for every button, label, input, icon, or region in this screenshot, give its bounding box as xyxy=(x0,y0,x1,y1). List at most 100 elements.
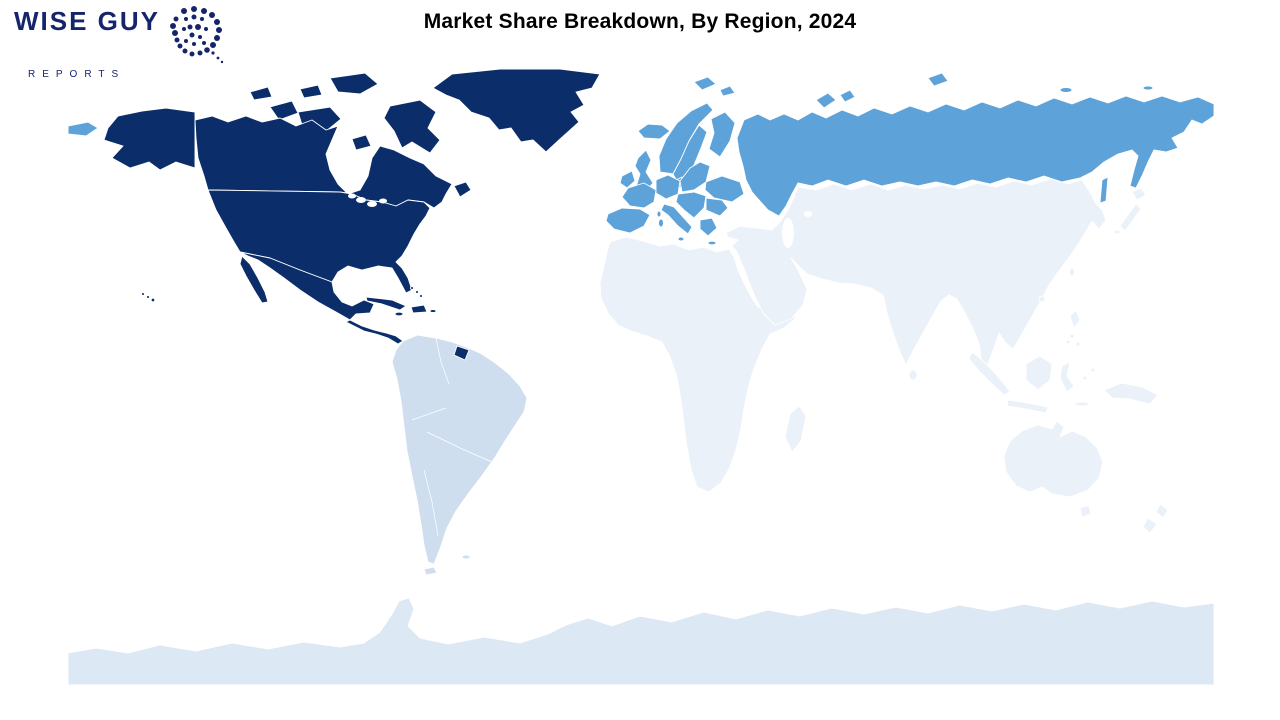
arctic-island xyxy=(299,84,323,99)
banks-island xyxy=(269,100,299,121)
mexico xyxy=(239,251,375,321)
jamaica xyxy=(394,311,404,317)
chukotka-wrap-fragment xyxy=(67,121,99,137)
region-europe-russia xyxy=(67,72,1215,246)
france xyxy=(621,182,657,209)
sardinia xyxy=(658,218,664,228)
baffin-island xyxy=(383,99,441,154)
southampton-island xyxy=(351,134,372,151)
sakhalin xyxy=(1099,176,1109,204)
tierra-del-fuego xyxy=(423,566,438,576)
japan-honshu xyxy=(1119,203,1142,232)
borneo xyxy=(1025,355,1053,391)
crete xyxy=(707,240,717,246)
black-sea xyxy=(739,212,765,226)
finland xyxy=(708,111,736,158)
aral-sea xyxy=(804,211,812,217)
hawaii-island xyxy=(141,292,145,296)
greece xyxy=(699,217,718,237)
falkland-islands xyxy=(461,554,471,560)
country-border-line xyxy=(411,407,447,421)
ireland xyxy=(619,170,636,189)
puerto-rico xyxy=(429,309,437,313)
philippines-island xyxy=(1065,339,1071,345)
svalbard xyxy=(693,76,717,91)
caspian-sea xyxy=(782,218,794,248)
philippines-island xyxy=(1075,341,1081,347)
hawaii-island xyxy=(146,295,150,299)
japan-hokkaido xyxy=(1131,187,1147,201)
region-south-america xyxy=(391,334,528,576)
romania-bulgaria xyxy=(705,197,729,217)
hainan xyxy=(1038,295,1046,303)
logo-brand-text: WISE GUY xyxy=(14,6,161,36)
cuba xyxy=(365,296,407,311)
wrangel-island xyxy=(1142,85,1154,91)
sulawesi xyxy=(1059,361,1075,393)
region-north-america xyxy=(103,68,601,361)
sicily xyxy=(677,236,685,242)
french-guiana xyxy=(453,345,470,361)
bahamas-island xyxy=(410,286,414,290)
novaya-zemlya-north xyxy=(839,89,856,103)
novaya-zemlya xyxy=(815,92,837,109)
dotted-head-icon xyxy=(170,6,224,64)
russia xyxy=(736,95,1215,217)
asia-mainland xyxy=(725,178,1107,376)
country-border-line xyxy=(435,337,450,385)
country-border-line xyxy=(426,431,493,463)
baja-california xyxy=(239,255,269,304)
balkans xyxy=(675,191,707,219)
inland-seas xyxy=(348,193,812,248)
ukraine-belarus xyxy=(704,175,745,203)
tasmania xyxy=(1079,504,1092,518)
great-lake xyxy=(356,197,366,203)
sumatra xyxy=(968,351,1011,396)
japan-kyushu xyxy=(1113,229,1121,235)
greenland xyxy=(432,68,601,153)
region-rest-of-world xyxy=(599,178,1169,534)
philippines-island xyxy=(1069,333,1075,339)
bahamas-island xyxy=(419,294,423,298)
poland-baltics xyxy=(679,161,711,193)
maluku-island xyxy=(1082,375,1088,381)
alaska xyxy=(103,107,196,171)
italy xyxy=(660,203,693,235)
great-lake xyxy=(379,198,387,204)
hawaii-island xyxy=(150,297,156,303)
arctic-island xyxy=(249,86,273,101)
maluku-island xyxy=(1090,367,1096,373)
bahamas-island xyxy=(415,290,419,294)
logo-subtext: REPORTS xyxy=(28,69,126,80)
australia xyxy=(1003,420,1104,498)
lesser-sunda-islands xyxy=(1074,401,1090,407)
south-america xyxy=(391,334,528,565)
region-antarctica xyxy=(67,597,1215,686)
taiwan xyxy=(1069,267,1075,277)
iceland xyxy=(637,123,671,140)
sri-lanka xyxy=(908,369,918,381)
country-border-line xyxy=(423,469,439,537)
hispaniola xyxy=(410,304,428,314)
antarctica xyxy=(67,597,1215,686)
severnaya-zemlya xyxy=(927,72,949,87)
svalbard-east xyxy=(719,85,736,97)
great-lake xyxy=(348,193,356,199)
great-lake xyxy=(367,201,377,207)
madagascar xyxy=(784,405,807,453)
new-guinea xyxy=(1103,382,1159,405)
philippines-luzon xyxy=(1069,309,1081,329)
page-title: Market Share Breakdown, By Region, 2024 xyxy=(423,10,857,33)
wise-guy-reports-logo: WISE GUY REPORTS xyxy=(14,6,228,80)
newfoundland xyxy=(453,181,472,198)
java xyxy=(1006,399,1049,414)
new-zealand-south xyxy=(1142,517,1158,534)
new-siberian-islands xyxy=(1059,87,1073,93)
corsica xyxy=(656,210,662,218)
central-america xyxy=(345,319,404,345)
iberia xyxy=(605,207,651,234)
new-zealand-north xyxy=(1155,503,1169,519)
africa xyxy=(599,236,797,493)
